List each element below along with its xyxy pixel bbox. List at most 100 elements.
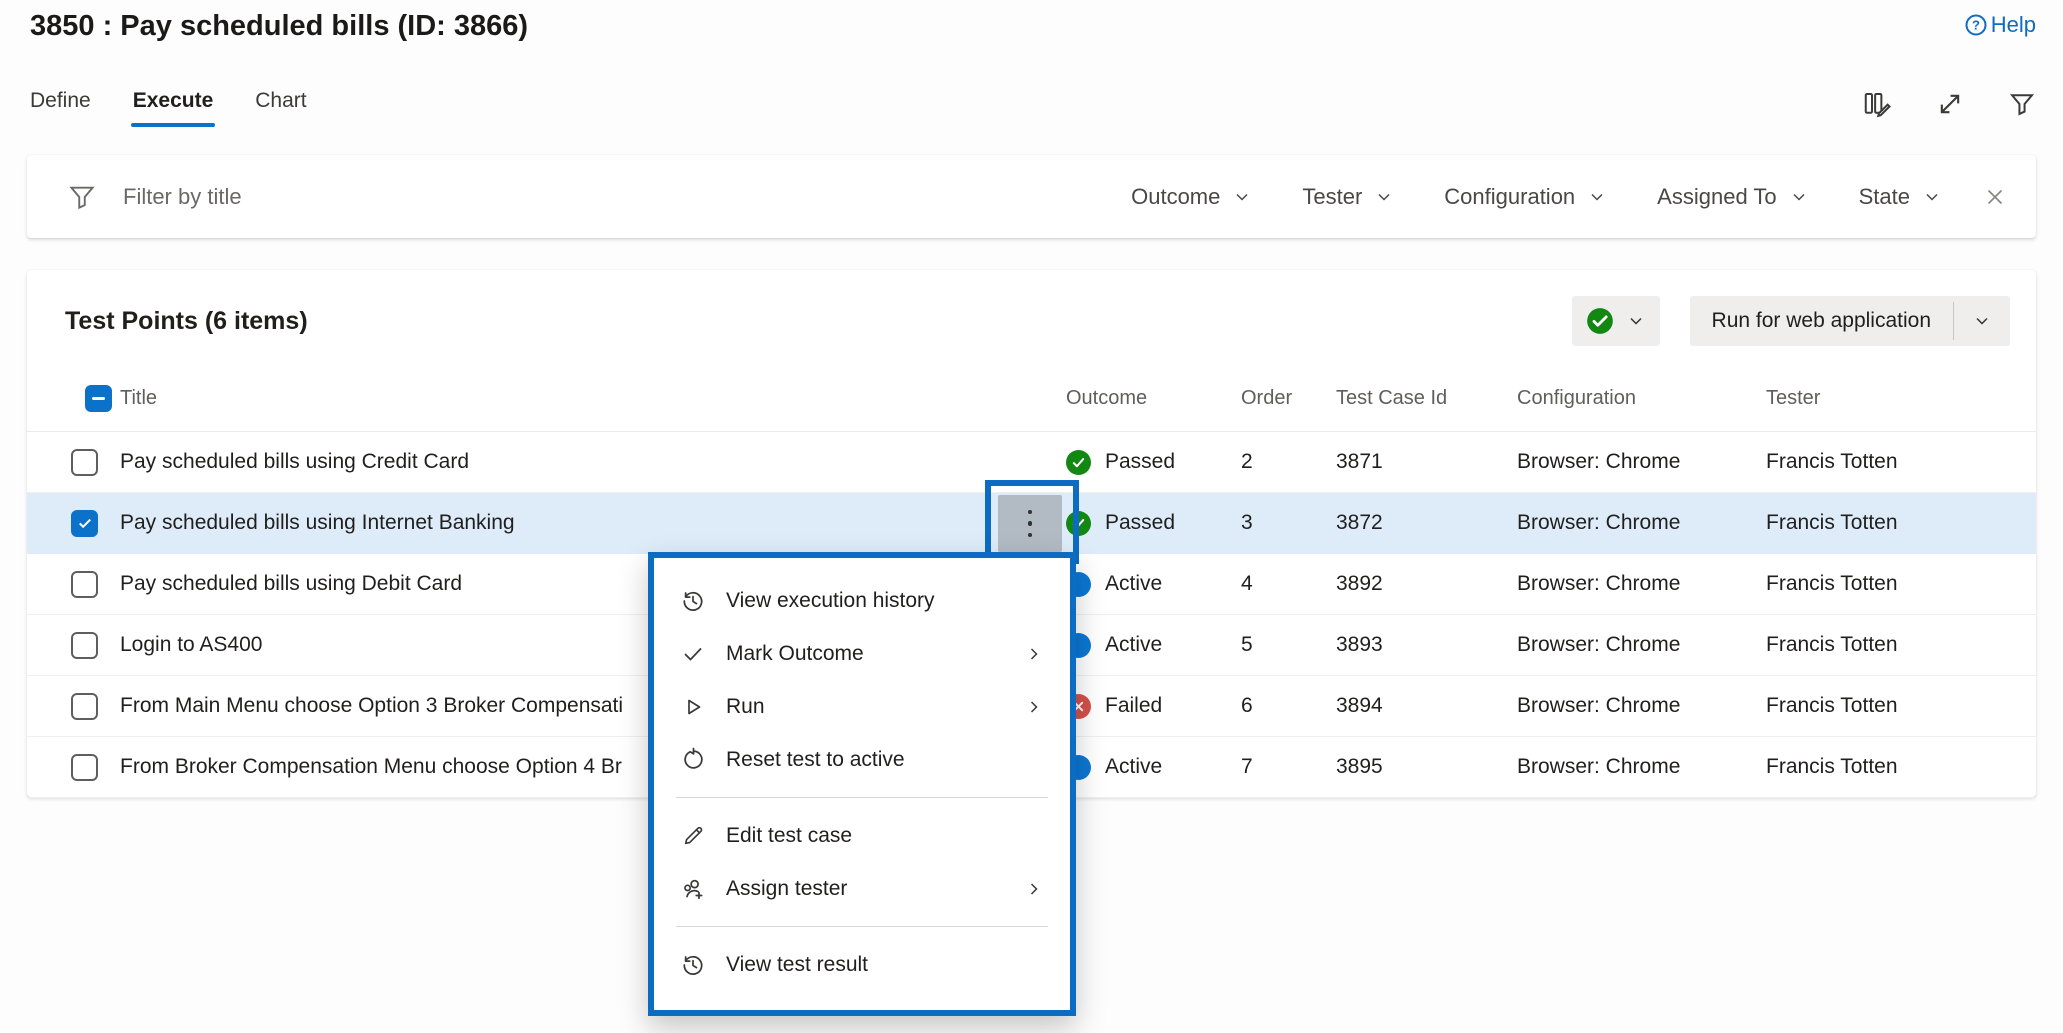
column-header-configuration[interactable]: Configuration: [1517, 387, 1636, 409]
filter-dropdown-outcome[interactable]: Outcome: [1131, 184, 1252, 210]
menu-item-label: Mark Outcome: [726, 641, 864, 665]
split-button-divider: [1953, 302, 1954, 340]
filter-dropdown-label: Outcome: [1131, 183, 1221, 209]
order-value: 2: [1241, 450, 1253, 473]
configuration-value: Browser: Chrome: [1517, 633, 1681, 656]
test-case-id-value: 3893: [1336, 633, 1383, 656]
menu-item-run[interactable]: Run: [654, 680, 1070, 733]
order-value: 5: [1241, 633, 1253, 656]
tester-value: Francis Totten: [1766, 755, 1898, 778]
row-context-menu: View execution history Mark Outcome Run …: [648, 552, 1076, 1016]
filter-icon[interactable]: [2008, 90, 2036, 118]
tester-value: Francis Totten: [1766, 450, 1898, 473]
tab-chart[interactable]: Chart: [255, 89, 307, 112]
table-row[interactable]: Pay scheduled bills using Credit Card Pa…: [27, 432, 2036, 493]
check-icon: [680, 642, 706, 666]
menu-item-view-execution-history[interactable]: View execution history: [654, 574, 1070, 627]
filter-dropdowns: Outcome Tester Configuration Assigned To…: [1131, 184, 1942, 210]
table-row[interactable]: Pay scheduled bills using Internet Banki…: [27, 480, 2036, 564]
filter-dropdown-tester[interactable]: Tester: [1302, 184, 1394, 210]
filter-title-input[interactable]: Filter by title: [67, 182, 242, 212]
column-header-outcome[interactable]: Outcome: [1066, 387, 1148, 409]
configuration-value: Browser: Chrome: [1517, 511, 1681, 534]
outcome-status-icon: [1066, 449, 1091, 475]
test-case-id-value: 3892: [1336, 572, 1383, 595]
ellipsis-icon: [1027, 509, 1033, 538]
tester-value: Francis Totten: [1766, 694, 1898, 717]
menu-item-label: View execution history: [726, 588, 935, 612]
column-options-icon[interactable]: [1862, 89, 1892, 119]
column-header-order[interactable]: Order: [1241, 387, 1293, 409]
table-header-row: Title Outcome Order Test Case Id Configu…: [27, 366, 2036, 432]
more-options-button[interactable]: [998, 495, 1062, 552]
row-checkbox[interactable]: [71, 570, 98, 598]
row-checkbox[interactable]: [71, 448, 98, 476]
row-checkbox[interactable]: [71, 631, 98, 659]
test-case-id-value: 3871: [1336, 450, 1383, 473]
test-points-title: Test Points (6 items): [65, 306, 308, 335]
chevron-down-icon: [1922, 187, 1942, 207]
menu-item-mark-outcome[interactable]: Mark Outcome: [654, 627, 1070, 680]
filter-bar: Filter by title Outcome Tester Configura…: [27, 155, 2036, 238]
menu-item-label: Run: [726, 694, 765, 718]
help-link[interactable]: ? Help: [1964, 12, 2036, 38]
test-title[interactable]: Login to AS400: [120, 633, 263, 656]
filter-dropdown-label: State: [1858, 183, 1910, 209]
run-options-chevron[interactable]: [1954, 296, 2010, 346]
help-icon: ?: [1964, 13, 1988, 37]
menu-item-reset-test-to-active[interactable]: Reset test to active: [654, 733, 1070, 786]
filter-dropdown-state[interactable]: State: [1859, 184, 1942, 210]
menu-divider: [676, 926, 1048, 927]
column-header-tester[interactable]: Tester: [1766, 387, 1821, 409]
column-header-title[interactable]: Title: [120, 387, 158, 409]
tab-execute[interactable]: Execute: [130, 89, 215, 127]
filter-dropdown-assigned-to[interactable]: Assigned To: [1657, 184, 1808, 210]
filter-funnel-icon: [67, 182, 97, 212]
test-case-id-value: 3895: [1336, 755, 1383, 778]
outcome-label: Passed: [1105, 450, 1176, 473]
column-header-test-case-id[interactable]: Test Case Id: [1336, 387, 1448, 409]
filter-dropdown-label: Configuration: [1444, 183, 1576, 209]
mark-outcome-dropdown-button[interactable]: [1571, 296, 1660, 346]
outcome-label: Passed: [1105, 511, 1176, 534]
toolbar: [1862, 82, 2036, 126]
outcome-label: Active: [1105, 572, 1163, 595]
chevron-down-icon: [1232, 187, 1252, 207]
test-title[interactable]: Pay scheduled bills using Debit Card: [120, 572, 463, 595]
test-title[interactable]: Pay scheduled bills using Credit Card: [120, 450, 470, 473]
test-title[interactable]: From Main Menu choose Option 3 Broker Co…: [120, 694, 624, 717]
test-title[interactable]: Pay scheduled bills using Internet Banki…: [120, 511, 515, 534]
order-value: 4: [1241, 572, 1253, 595]
row-checkbox[interactable]: [71, 753, 98, 781]
row-checkbox[interactable]: [71, 509, 98, 537]
configuration-value: Browser: Chrome: [1517, 694, 1681, 717]
tab-define[interactable]: Define: [30, 89, 91, 112]
close-filter-icon[interactable]: [1982, 184, 2008, 210]
page-title: 3850 : Pay scheduled bills (ID: 3866): [30, 10, 529, 42]
passed-outcome-icon: [1586, 307, 1614, 335]
chevron-right-icon: [1024, 879, 1044, 899]
test-case-id-value: 3894: [1336, 694, 1383, 717]
filter-dropdown-label: Assigned To: [1657, 183, 1777, 209]
menu-item-label: Edit test case: [726, 823, 853, 847]
table-row[interactable]: From Broker Compensation Menu choose Opt…: [27, 737, 2036, 798]
menu-item-view-test-result[interactable]: View test result: [654, 938, 1070, 991]
row-checkbox[interactable]: [71, 692, 98, 720]
select-all-checkbox[interactable]: [85, 385, 112, 412]
order-value: 7: [1241, 755, 1253, 778]
menu-item-edit-test-case[interactable]: Edit test case: [654, 809, 1070, 862]
menu-item-assign-tester[interactable]: Assign tester: [654, 862, 1070, 915]
chevron-down-icon: [1789, 187, 1809, 207]
assign-tester-icon: [680, 876, 706, 902]
outcome-label: Active: [1105, 633, 1163, 656]
chevron-down-icon: [1374, 187, 1394, 207]
edit-pencil-icon: [680, 823, 706, 848]
filter-dropdown-configuration[interactable]: Configuration: [1444, 184, 1607, 210]
test-title[interactable]: From Broker Compensation Menu choose Opt…: [120, 755, 622, 778]
configuration-value: Browser: Chrome: [1517, 755, 1681, 778]
tab-bar: Define Execute Chart: [30, 82, 2036, 132]
menu-item-label: Assign tester: [726, 876, 848, 900]
full-screen-icon[interactable]: [1936, 90, 1964, 118]
tester-value: Francis Totten: [1766, 633, 1898, 656]
run-for-web-application-button[interactable]: Run for web application: [1690, 296, 1953, 346]
